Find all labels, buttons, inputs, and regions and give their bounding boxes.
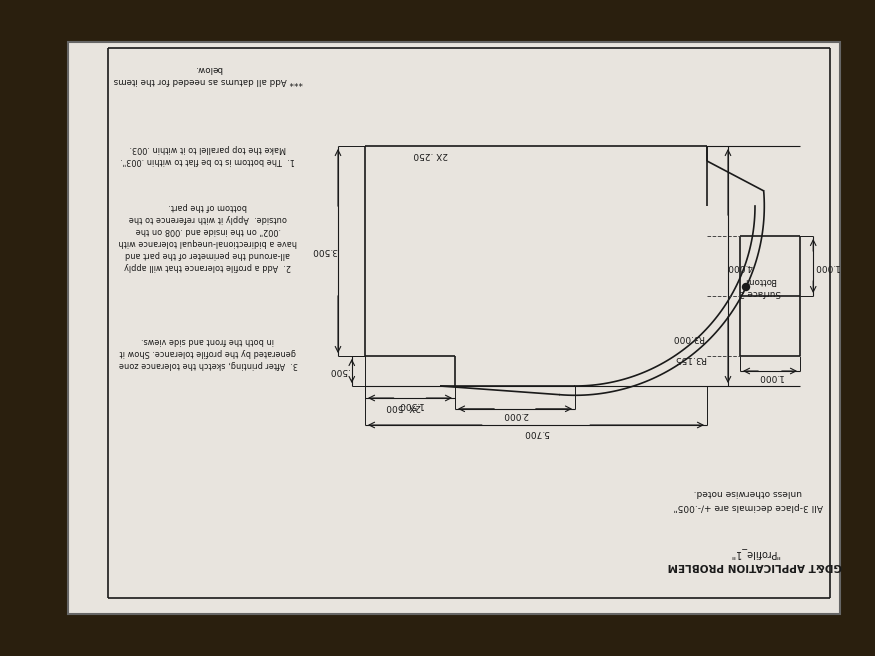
Text: 1.000: 1.000 <box>757 373 783 382</box>
Text: outside.  Apply it with reference to the: outside. Apply it with reference to the <box>129 213 287 222</box>
Text: 1.000: 1.000 <box>814 262 839 270</box>
Text: *** Add all datums as needed for the items: *** Add all datums as needed for the ite… <box>114 77 303 85</box>
Text: GD&T APPLICATION PROBLEM: GD&T APPLICATION PROBLEM <box>668 561 842 571</box>
Text: 2X .250: 2X .250 <box>414 150 448 159</box>
Text: Surface 2: Surface 2 <box>739 289 780 298</box>
Text: All 3-place decimals are +/-.005": All 3-place decimals are +/-.005" <box>673 501 822 510</box>
Text: 2.000: 2.000 <box>502 410 528 419</box>
Text: 2.  Add a profile tolerance that will apply: 2. Add a profile tolerance that will app… <box>124 262 291 270</box>
Text: bottom of the part.: bottom of the part. <box>169 201 248 211</box>
Text: "Profile_1": "Profile_1" <box>730 548 780 558</box>
Text: .002" on the inside and .008 on the: .002" on the inside and .008 on the <box>136 226 281 234</box>
Text: R3.000: R3.000 <box>672 333 704 342</box>
Text: below.: below. <box>194 64 222 73</box>
Text: 4.000: 4.000 <box>727 262 752 270</box>
Text: generated by the profile tolerance. Show it: generated by the profile tolerance. Show… <box>120 348 297 356</box>
Text: have a bidirectional-unequal tolerance with: have a bidirectional-unequal tolerance w… <box>119 237 298 247</box>
Text: 3.500: 3.500 <box>312 247 338 255</box>
Text: Bottom: Bottom <box>744 276 776 285</box>
Text: in both the front and side views.: in both the front and side views. <box>142 335 275 344</box>
Text: 5.700: 5.700 <box>523 428 549 437</box>
FancyBboxPatch shape <box>68 42 840 614</box>
Text: 2X .500: 2X .500 <box>387 403 422 411</box>
Circle shape <box>743 283 750 291</box>
Text: 1.  The bottom is to be flat to within .003".: 1. The bottom is to be flat to within .0… <box>121 157 296 165</box>
Text: 3.  After printing, sketch the tolerance zone: 3. After printing, sketch the tolerance … <box>118 359 298 369</box>
Text: Make the top parallel to it within .003.: Make the top parallel to it within .003. <box>130 144 286 152</box>
Text: unless otherwise noted.: unless otherwise noted. <box>694 489 802 497</box>
Text: 1.500: 1.500 <box>397 400 423 409</box>
Text: .500: .500 <box>328 367 348 375</box>
Text: R3.155: R3.155 <box>674 354 705 363</box>
Text: all-around the perimeter of the part and: all-around the perimeter of the part and <box>125 249 290 258</box>
